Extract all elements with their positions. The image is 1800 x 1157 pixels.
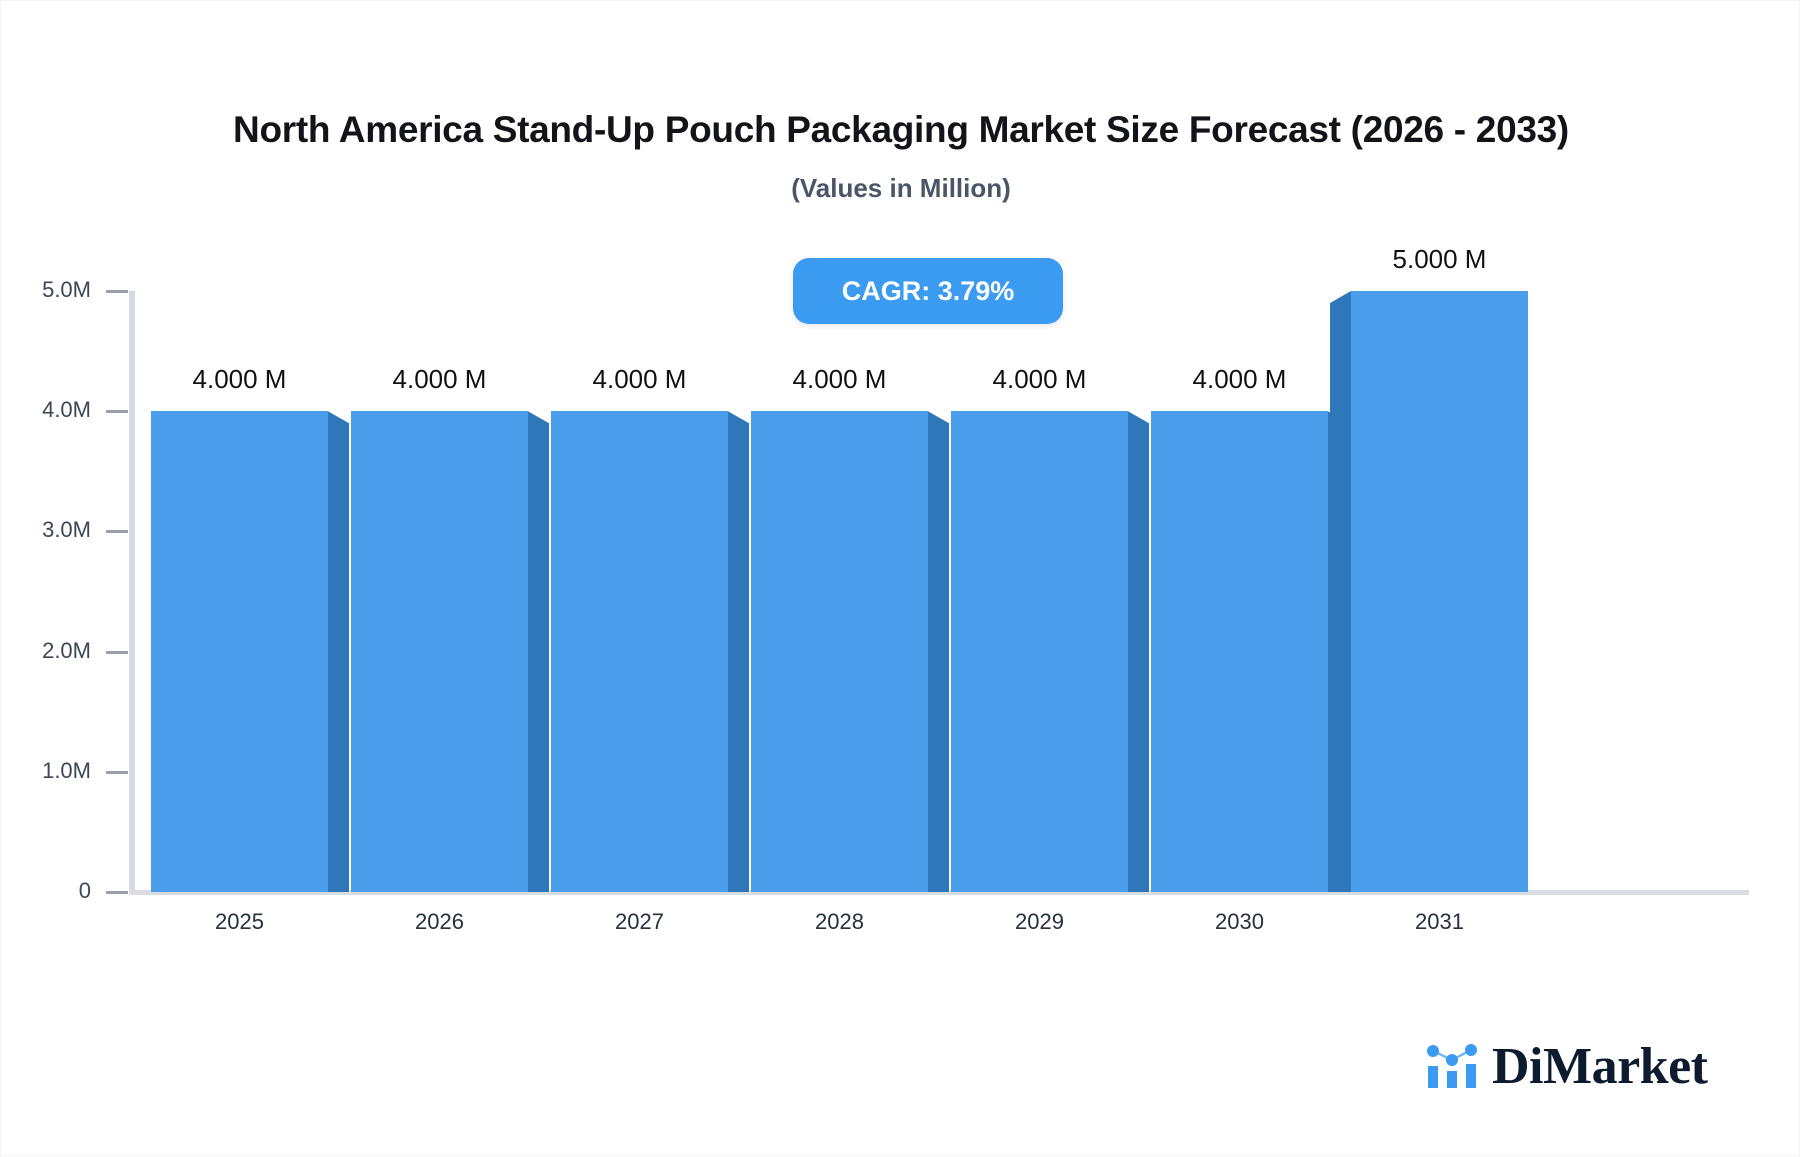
x-axis-label-2028: 2028 (815, 909, 864, 934)
y-axis-label: 5.0M (42, 277, 91, 302)
y-axis-label: 3.0M (42, 517, 91, 543)
bar-2026[interactable] (351, 411, 528, 892)
brand-name: DiMarket (1492, 1038, 1708, 1095)
bar-chart-icon (1426, 1042, 1478, 1093)
bar-2027[interactable] (551, 411, 728, 892)
bar-side-2031 (1330, 291, 1351, 892)
chart-title: North America Stand-Up Pouch Packaging M… (233, 109, 1569, 150)
y-axis-line (129, 291, 135, 893)
bar-value-label-2030: 4.000 M (1192, 364, 1287, 395)
x-axis-line (129, 890, 1749, 895)
brand-logo: DiMarket (1426, 1038, 1708, 1095)
bar-value-label-2029: 4.000 M (992, 364, 1087, 395)
bar-2029[interactable] (951, 411, 1128, 892)
y-axis-label: 2.0M (42, 637, 91, 663)
y-axis-tick (106, 650, 128, 654)
bar-side-2027 (728, 411, 749, 892)
cagr-badge-label: CAGR: 3.79% (841, 275, 1015, 306)
y-axis-label: 0 (78, 878, 91, 903)
y-axis-label: 1.0M (42, 757, 91, 783)
y-axis-tick (106, 410, 128, 414)
bar-side-2029 (1128, 411, 1149, 892)
y-axis-tick (106, 770, 128, 774)
x-axis-label-2027: 2027 (615, 909, 664, 934)
bar-2030[interactable] (1151, 411, 1328, 892)
x-axis-label-2029: 2029 (1015, 909, 1064, 934)
bar-value-label-2027: 4.000 M (592, 364, 687, 395)
x-axis-label-2026: 2026 (415, 909, 464, 934)
bar-value-label-2025: 4.000 M (192, 364, 287, 395)
chart-subtitle: (Values in Million) (791, 173, 1011, 203)
y-axis-tick (106, 290, 128, 293)
bar-value-label-2031: 5.000 M (1392, 244, 1487, 274)
bar-value-label-2028: 4.000 M (792, 364, 887, 395)
bar-side-2025 (328, 411, 349, 892)
cagr-badge: CAGR: 3.79% (793, 258, 1063, 324)
y-axis-tick (106, 891, 128, 894)
bar-value-label-2026: 4.000 M (392, 364, 487, 395)
bar-2028[interactable] (751, 411, 928, 892)
y-axis-tick (106, 530, 128, 534)
x-axis-label-2031: 2031 (1415, 909, 1464, 934)
bar-2031[interactable] (1351, 291, 1528, 892)
x-axis-label-2030: 2030 (1215, 909, 1264, 934)
x-axis-label-2025: 2025 (215, 909, 264, 934)
y-axis-label: 4.0M (42, 397, 91, 423)
bar-side-2026 (528, 411, 549, 892)
bar-side-2028 (928, 411, 949, 892)
bar-2025[interactable] (151, 411, 328, 892)
